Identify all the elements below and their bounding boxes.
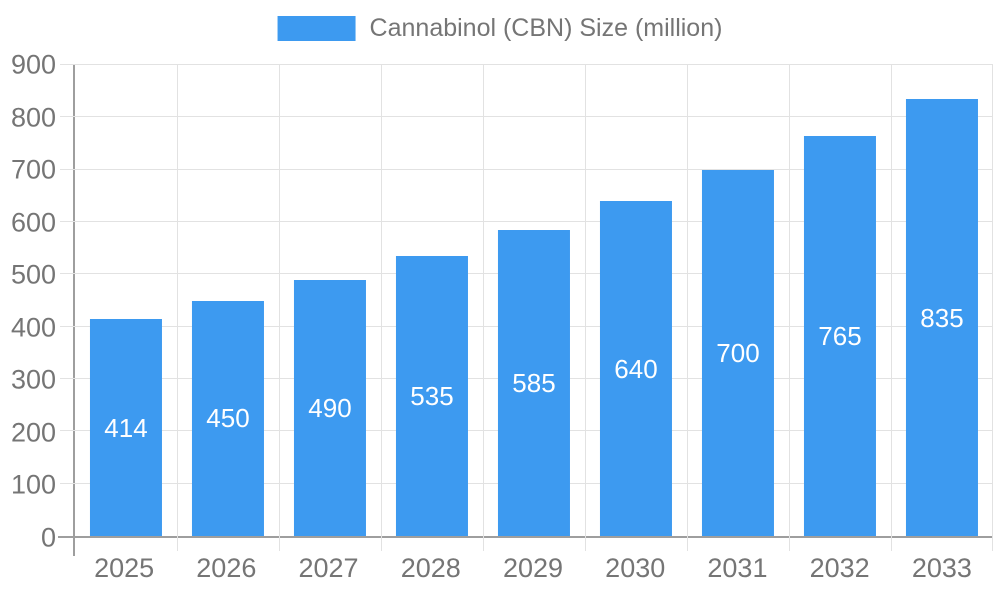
v-gridline-6 [686, 65, 688, 551]
bar-2029[interactable]: 585 [497, 229, 571, 536]
legend-item[interactable]: Cannabinol (CBN) Size (million) [277, 14, 723, 43]
y-tick-label-600: 600 [10, 207, 56, 238]
x-tick-label-2029: 2029 [502, 553, 564, 583]
bar-value-label: 414 [104, 412, 148, 443]
x-tick-label-2032: 2032 [809, 553, 870, 583]
y-tick-label-500: 500 [10, 259, 56, 290]
v-gridline-2 [279, 65, 280, 551]
h-gridline-600 [60, 221, 993, 223]
h-gridline-900 [60, 64, 993, 65]
v-gridline-3 [380, 65, 382, 551]
bar-value-label: 700 [716, 337, 760, 368]
h-gridline-800 [60, 116, 993, 118]
v-gridline-5 [585, 65, 586, 551]
y-axis-bottom-tick [73, 538, 75, 556]
y-tick-label-100: 100 [10, 469, 56, 500]
bar-value-label: 585 [512, 367, 556, 398]
x-tick-label-2025: 2025 [94, 553, 155, 583]
bar-value-label: 535 [410, 381, 454, 412]
bar-value-label: 640 [614, 353, 658, 384]
v-gridline-1 [177, 65, 178, 551]
y-tick-label-900: 900 [10, 49, 56, 80]
y-axis-tick-labels: 0 100 200 300 400 500 600 700 800 900 [0, 51, 56, 551]
bar-2026[interactable]: 450 [191, 300, 265, 536]
y-tick-label-400: 400 [10, 312, 56, 343]
v-gridline-4 [483, 65, 484, 551]
plot-area: 414 450 490 535 585 640 700 765 835 [58, 64, 993, 556]
y-tick-label-700: 700 [10, 154, 56, 185]
legend-label: Cannabinol (CBN) Size (million) [369, 14, 723, 42]
v-gridline-8 [891, 65, 892, 551]
bar-2031[interactable]: 700 [701, 169, 775, 536]
x-tick-label-2027: 2027 [298, 553, 359, 583]
x-axis-zero-tick [58, 536, 73, 538]
x-tick-label-2028: 2028 [400, 553, 461, 583]
h-gridline-700 [60, 168, 993, 170]
x-tick-label-2030: 2030 [605, 553, 666, 583]
bar-2032[interactable]: 765 [803, 135, 877, 536]
v-gridline-9 [992, 65, 993, 551]
x-axis-tick-labels: 2025 2026 2027 2028 2029 2030 2031 2032 2033 [73, 555, 993, 589]
bar-2025[interactable]: 414 [89, 319, 163, 536]
y-tick-label-800: 800 [10, 102, 56, 133]
bar-2033[interactable]: 835 [905, 99, 979, 536]
bar-value-label: 450 [206, 403, 250, 434]
bar-2027[interactable]: 490 [293, 279, 367, 536]
y-tick-label-200: 200 [10, 417, 56, 448]
legend-swatch [277, 16, 356, 41]
bar-value-label: 765 [818, 320, 862, 351]
bar-value-label: 835 [920, 302, 964, 333]
y-tick-label-0: 0 [40, 522, 56, 553]
bar-2028[interactable]: 535 [395, 256, 469, 536]
y-tick-label-300: 300 [10, 364, 56, 395]
x-tick-label-2031: 2031 [707, 553, 768, 583]
x-tick-label-2033: 2033 [911, 553, 972, 583]
bar-2030[interactable]: 640 [599, 201, 673, 536]
x-tick-label-2026: 2026 [196, 553, 257, 583]
bar-value-label: 490 [308, 392, 352, 423]
v-gridline-7 [789, 65, 790, 551]
